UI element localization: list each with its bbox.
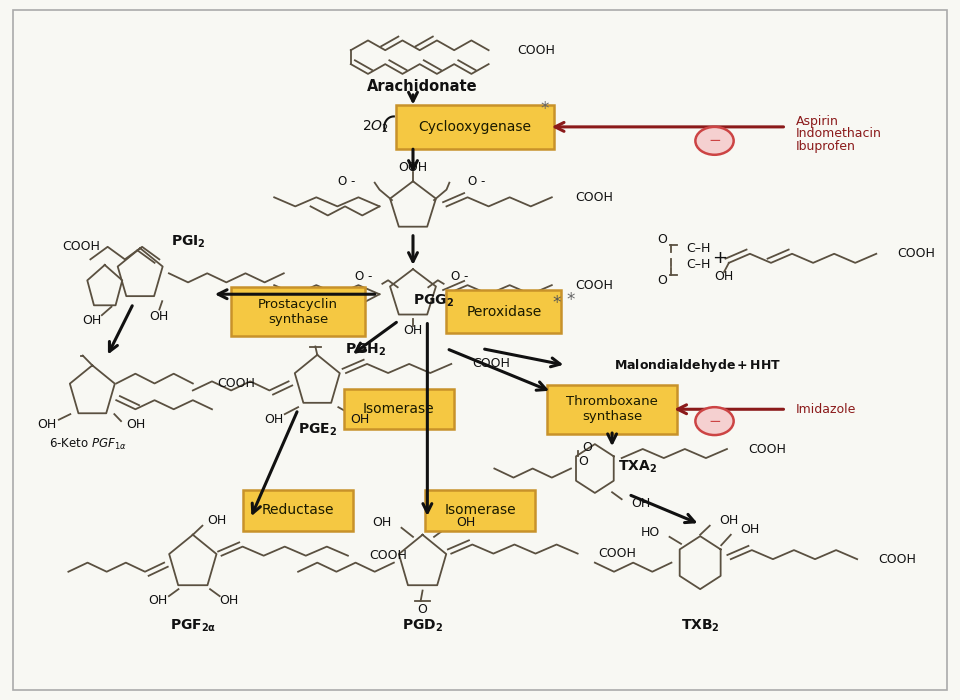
Text: OH: OH (148, 594, 167, 608)
Text: OH: OH (740, 524, 759, 536)
Text: OOH: OOH (398, 161, 427, 174)
Text: −: − (708, 414, 721, 428)
Text: $\mathbf{PGD_2}$: $\mathbf{PGD_2}$ (402, 617, 444, 634)
FancyBboxPatch shape (231, 287, 365, 336)
Text: C–H: C–H (685, 258, 710, 272)
Text: O: O (657, 274, 666, 287)
Text: O -: O - (355, 270, 372, 284)
Text: O: O (583, 441, 592, 454)
Text: C–H: C–H (685, 242, 710, 256)
Text: Thromboxane
synthase: Thromboxane synthase (566, 395, 658, 423)
Text: COOH: COOH (472, 358, 510, 370)
Text: Indomethacin: Indomethacin (796, 127, 881, 141)
Text: COOH: COOH (576, 279, 613, 292)
Text: O: O (579, 455, 588, 468)
Text: *: * (552, 294, 561, 312)
FancyBboxPatch shape (396, 105, 554, 148)
Text: COOH: COOH (748, 442, 786, 456)
Text: $6$-Keto $PGF_{1\alpha}$: $6$-Keto $PGF_{1\alpha}$ (49, 437, 127, 452)
Text: Isomerase: Isomerase (444, 503, 516, 517)
Text: OH: OH (126, 418, 145, 431)
Text: O -: O - (468, 175, 485, 188)
Text: OH: OH (207, 514, 227, 527)
Text: OH: OH (372, 517, 392, 529)
Text: $\mathbf{TXB_2}$: $\mathbf{TXB_2}$ (681, 617, 720, 634)
FancyBboxPatch shape (425, 490, 535, 531)
Text: COOH: COOH (599, 547, 636, 560)
Text: Imidazole: Imidazole (796, 402, 856, 416)
Text: COOH: COOH (217, 377, 254, 390)
Text: O -: O - (338, 175, 355, 188)
Text: Aspirin: Aspirin (796, 115, 839, 128)
Text: COOH: COOH (517, 43, 555, 57)
Circle shape (695, 407, 733, 435)
Text: $\mathbf{PGG_2}$: $\mathbf{PGG_2}$ (413, 293, 454, 309)
Text: OH: OH (83, 314, 102, 326)
Text: Peroxidase: Peroxidase (467, 304, 541, 318)
Text: OH: OH (265, 412, 284, 426)
Text: *: * (566, 290, 575, 309)
Text: Ibuprofen: Ibuprofen (796, 140, 855, 153)
Text: +: + (711, 249, 727, 267)
Circle shape (695, 127, 733, 155)
Text: COOH: COOH (898, 247, 935, 260)
Text: OH: OH (456, 517, 475, 529)
Text: COOH: COOH (61, 240, 100, 253)
Text: $\mathbf{PGH_2}$: $\mathbf{PGH_2}$ (345, 342, 386, 358)
Text: OH: OH (220, 594, 239, 608)
Text: O: O (657, 233, 666, 246)
Text: $\mathbf{PGI_2}$: $\mathbf{PGI_2}$ (171, 234, 205, 250)
Text: COOH: COOH (369, 550, 407, 562)
Text: $\mathbf{PGE_2}$: $\mathbf{PGE_2}$ (298, 422, 337, 438)
Text: OH: OH (719, 514, 738, 527)
Text: Isomerase: Isomerase (363, 402, 435, 416)
Text: *: * (540, 100, 549, 118)
Text: −: − (708, 133, 721, 148)
Text: COOH: COOH (576, 191, 613, 204)
Text: OH: OH (150, 310, 169, 323)
Text: O -: O - (451, 270, 468, 284)
Text: Reductase: Reductase (262, 503, 334, 517)
Text: HO: HO (640, 526, 660, 539)
Text: Cyclooxygenase: Cyclooxygenase (419, 120, 532, 134)
Text: OH: OH (37, 418, 57, 431)
FancyBboxPatch shape (446, 290, 562, 333)
Text: O: O (418, 603, 427, 616)
Text: OH: OH (714, 270, 733, 284)
Text: $2O_2$: $2O_2$ (362, 119, 389, 135)
Text: COOH: COOH (878, 553, 916, 566)
FancyBboxPatch shape (547, 385, 677, 434)
Text: OH: OH (632, 497, 651, 510)
Text: Prostacyclin
synthase: Prostacyclin synthase (258, 298, 338, 326)
FancyBboxPatch shape (243, 490, 353, 531)
FancyBboxPatch shape (344, 389, 454, 430)
Text: OH: OH (350, 412, 370, 426)
Text: $\mathbf{PGF_{2\alpha}}$: $\mathbf{PGF_{2\alpha}}$ (170, 617, 216, 634)
Text: OH: OH (403, 324, 422, 337)
Text: $\mathbf{Malondialdehyde + HHT}$: $\mathbf{Malondialdehyde + HHT}$ (614, 357, 781, 374)
Text: $\mathbf{TXA_2}$: $\mathbf{TXA_2}$ (618, 459, 658, 475)
Text: Arachidonate: Arachidonate (368, 79, 478, 94)
